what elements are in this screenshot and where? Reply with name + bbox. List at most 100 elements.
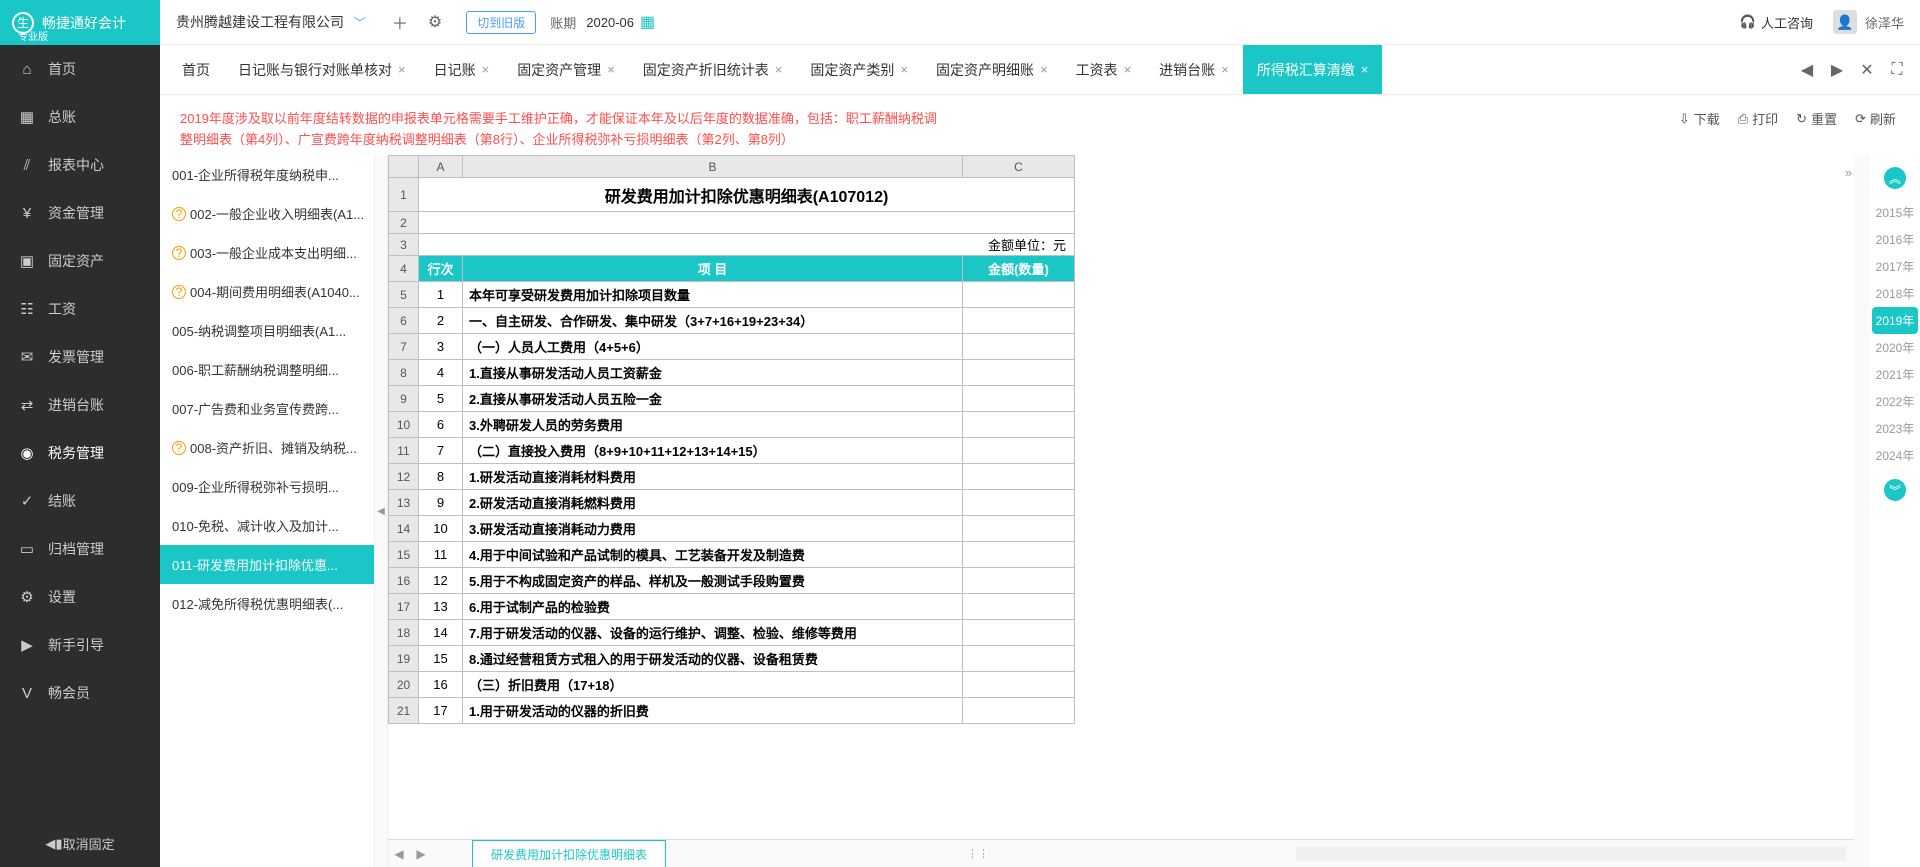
year-2023年[interactable]: 2023年 bbox=[1872, 415, 1919, 442]
nav-item-9[interactable]: ✓结账 bbox=[0, 477, 160, 525]
nav-item-13[interactable]: V畅会员 bbox=[0, 669, 160, 717]
cell-amount[interactable] bbox=[963, 464, 1075, 490]
year-down[interactable]: ︾ bbox=[1884, 479, 1906, 501]
nav-item-1[interactable]: ▦总账 bbox=[0, 93, 160, 141]
report-item-6[interactable]: 007-广告费和业务宣传费跨... bbox=[160, 389, 374, 428]
tab-5[interactable]: 固定资产类别× bbox=[796, 45, 922, 94]
tab-4[interactable]: 固定资产折旧统计表× bbox=[629, 45, 797, 94]
report-item-8[interactable]: 009-企业所得税弥补亏损明... bbox=[160, 467, 374, 506]
pin-toggle[interactable]: ◀▮ 取消固定 bbox=[0, 820, 160, 867]
year-2024年[interactable]: 2024年 bbox=[1872, 442, 1919, 469]
cell-amount[interactable] bbox=[963, 568, 1075, 594]
cell-amount[interactable] bbox=[963, 516, 1075, 542]
refresh-button[interactable]: ⟳刷新 bbox=[1855, 109, 1896, 128]
nav-icon: ⌂ bbox=[18, 61, 36, 78]
year-2021年[interactable]: 2021年 bbox=[1872, 361, 1919, 388]
year-2022年[interactable]: 2022年 bbox=[1872, 388, 1919, 415]
cell-amount[interactable] bbox=[963, 308, 1075, 334]
year-2020年[interactable]: 2020年 bbox=[1872, 334, 1919, 361]
tab-close-icon[interactable]: × bbox=[607, 62, 615, 77]
add-icon[interactable]: ＋ bbox=[392, 10, 408, 34]
cell-amount[interactable] bbox=[963, 490, 1075, 516]
sheet-handle-icon[interactable]: ⋮⋮ bbox=[967, 847, 989, 860]
tab-6[interactable]: 固定资产明细账× bbox=[922, 45, 1062, 94]
cell-amount[interactable] bbox=[963, 620, 1075, 646]
consult-button[interactable]: 🎧 人工咨询 bbox=[1740, 13, 1813, 32]
report-item-7[interactable]: ?008-资产折旧、摊销及纳税... bbox=[160, 428, 374, 467]
cell-amount[interactable] bbox=[963, 646, 1075, 672]
calendar-icon[interactable]: ▦ bbox=[640, 12, 655, 32]
year-up[interactable]: ︽ bbox=[1884, 167, 1906, 189]
tab-close-icon[interactable]: × bbox=[775, 62, 783, 77]
collapse-handle[interactable]: ◀ bbox=[374, 155, 388, 867]
year-2019年[interactable]: 2019年 bbox=[1872, 307, 1919, 334]
tab-1[interactable]: 日记账与银行对账单核对× bbox=[224, 45, 420, 94]
fullscreen-icon[interactable]: ⛶ bbox=[1882, 61, 1912, 79]
cell-amount[interactable] bbox=[963, 542, 1075, 568]
cell-amount[interactable] bbox=[963, 412, 1075, 438]
spreadsheet[interactable]: ABC1研发费用加计扣除优惠明细表(A107012)23金额单位：元4行次项 目… bbox=[388, 155, 1854, 839]
cell-amount[interactable] bbox=[963, 672, 1075, 698]
report-item-10[interactable]: 011-研发费用加计扣除优惠... bbox=[160, 545, 374, 584]
cell-amount[interactable] bbox=[963, 438, 1075, 464]
cell-amount[interactable] bbox=[963, 282, 1075, 308]
nav-item-5[interactable]: ☷工资 bbox=[0, 285, 160, 333]
nav-item-7[interactable]: ⇄进销台账 bbox=[0, 381, 160, 429]
nav-item-8[interactable]: ◉税务管理 bbox=[0, 429, 160, 477]
nav-item-0[interactable]: ⌂首页 bbox=[0, 45, 160, 93]
tab-close-icon[interactable]: × bbox=[398, 62, 406, 77]
v-scrollbar[interactable] bbox=[1854, 155, 1870, 867]
user-menu[interactable]: 👤 徐泽华 bbox=[1833, 10, 1904, 34]
report-item-1[interactable]: ?002-一般企业收入明细表(A1... bbox=[160, 194, 374, 233]
year-2018年[interactable]: 2018年 bbox=[1872, 280, 1919, 307]
period-value[interactable]: 2020-06 bbox=[586, 15, 634, 30]
h-scrollbar[interactable] bbox=[1296, 847, 1846, 861]
sheet-tab-prev[interactable]: ◀ bbox=[388, 847, 410, 861]
old-version-button[interactable]: 切到旧版 bbox=[466, 11, 536, 34]
tab-close-all[interactable]: ✕ bbox=[1852, 60, 1882, 80]
sheet-tab[interactable]: 研发费用加计扣除优惠明细表 bbox=[472, 840, 666, 867]
nav-item-12[interactable]: ▶新手引导 bbox=[0, 621, 160, 669]
reset-button[interactable]: ↻重置 bbox=[1796, 109, 1837, 128]
year-2016年[interactable]: 2016年 bbox=[1872, 226, 1919, 253]
year-2017年[interactable]: 2017年 bbox=[1872, 253, 1919, 280]
tab-9[interactable]: 所得税汇算清缴× bbox=[1243, 45, 1383, 94]
tab-3[interactable]: 固定资产管理× bbox=[503, 45, 629, 94]
nav-item-2[interactable]: ⫽报表中心 bbox=[0, 141, 160, 189]
tab-close-icon[interactable]: × bbox=[1221, 62, 1229, 77]
report-item-4[interactable]: 005-纳税调整项目明细表(A1... bbox=[160, 311, 374, 350]
report-item-2[interactable]: ?003-一般企业成本支出明细... bbox=[160, 233, 374, 272]
cell-item: 3.研发活动直接消耗动力费用 bbox=[463, 516, 963, 542]
report-item-11[interactable]: 012-减免所得税优惠明细表(... bbox=[160, 584, 374, 623]
nav-item-3[interactable]: ¥资金管理 bbox=[0, 189, 160, 237]
tab-next[interactable]: ▶ bbox=[1822, 60, 1852, 80]
tab-0[interactable]: 首页 bbox=[168, 45, 224, 94]
download-button[interactable]: ⇩下载 bbox=[1679, 109, 1720, 128]
cell-amount[interactable] bbox=[963, 698, 1075, 724]
report-item-5[interactable]: 006-职工薪酬纳税调整明细... bbox=[160, 350, 374, 389]
print-button[interactable]: ⎙打印 bbox=[1738, 109, 1778, 128]
nav-item-6[interactable]: ✉发票管理 bbox=[0, 333, 160, 381]
sheet-tab-next[interactable]: ▶ bbox=[410, 847, 432, 861]
nav-item-4[interactable]: ▣固定资产 bbox=[0, 237, 160, 285]
tab-close-icon[interactable]: × bbox=[1040, 62, 1048, 77]
gear-icon[interactable]: ⚙ bbox=[428, 12, 442, 32]
tab-7[interactable]: 工资表× bbox=[1062, 45, 1146, 94]
tab-close-icon[interactable]: × bbox=[482, 62, 490, 77]
cell-amount[interactable] bbox=[963, 386, 1075, 412]
tab-close-icon[interactable]: × bbox=[1124, 62, 1132, 77]
tab-close-icon[interactable]: × bbox=[1361, 62, 1369, 77]
tab-prev[interactable]: ◀ bbox=[1792, 60, 1822, 80]
nav-item-10[interactable]: ▭归档管理 bbox=[0, 525, 160, 573]
nav-item-11[interactable]: ⚙设置 bbox=[0, 573, 160, 621]
year-2015年[interactable]: 2015年 bbox=[1872, 199, 1919, 226]
tab-8[interactable]: 进销台账× bbox=[1145, 45, 1243, 94]
cell-amount[interactable] bbox=[963, 594, 1075, 620]
report-item-3[interactable]: ?004-期间费用明细表(A1040... bbox=[160, 272, 374, 311]
tab-close-icon[interactable]: × bbox=[900, 62, 908, 77]
company-selector[interactable]: 贵州腾越建设工程有限公司 ﹀ bbox=[176, 12, 366, 32]
tab-2[interactable]: 日记账× bbox=[420, 45, 504, 94]
cell-amount[interactable] bbox=[963, 334, 1075, 360]
cell-amount[interactable] bbox=[963, 360, 1075, 386]
report-item-9[interactable]: 010-免税、减计收入及加计... bbox=[160, 506, 374, 545]
